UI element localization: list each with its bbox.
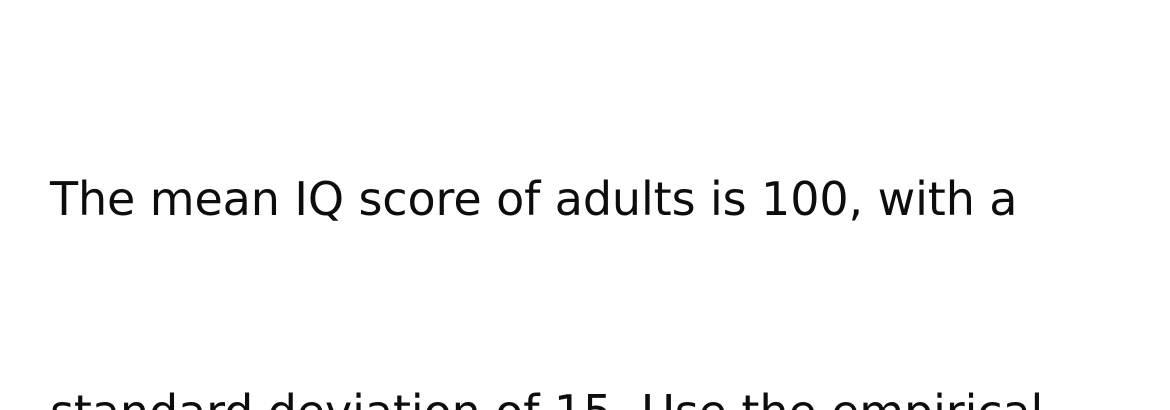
question-line-2: standard deviation of 15. Use the empiri…	[50, 377, 1110, 410]
question-line-1: The mean IQ score of adults is 100, with…	[50, 172, 1018, 226]
question-text-block: The mean IQ score of adults is 100, with…	[50, 22, 1110, 410]
